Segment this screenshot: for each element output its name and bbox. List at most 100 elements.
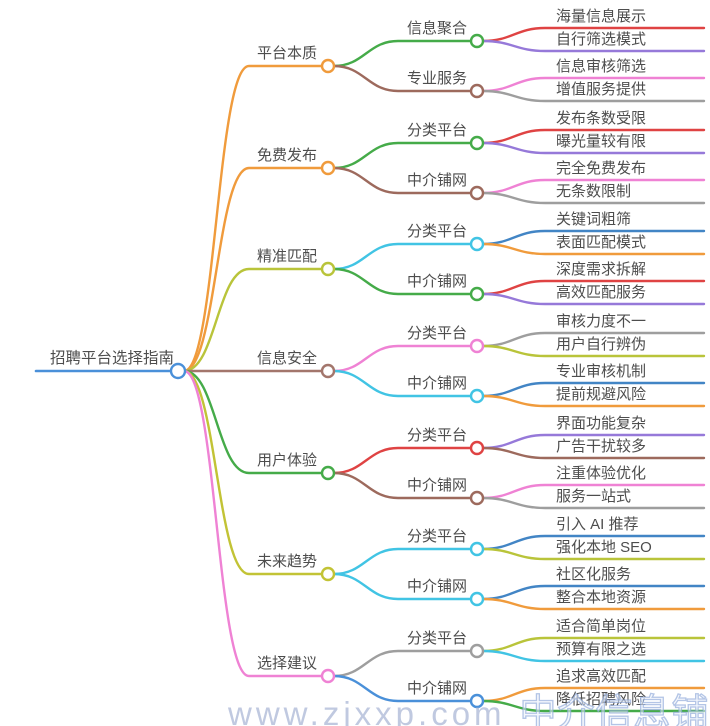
node-circle[interactable] xyxy=(320,566,336,582)
subtopic[interactable]: 分类平台 xyxy=(407,325,468,342)
subtopic[interactable]: 中介铺网 xyxy=(407,273,468,290)
leaf-topic[interactable]: 广告干扰较多 xyxy=(556,438,647,455)
leaf-topic[interactable]: 信息审核筛选 xyxy=(556,58,647,75)
subtopic[interactable]: 中介铺网 xyxy=(407,680,468,697)
leaf-topic[interactable]: 整合本地资源 xyxy=(556,589,647,606)
leaf-topic[interactable]: 用户自行辨伪 xyxy=(556,336,647,353)
connector-line xyxy=(481,39,706,53)
node-circle[interactable] xyxy=(469,286,485,302)
connector-line xyxy=(332,649,472,678)
root-topic[interactable]: 招聘平台选择指南 xyxy=(50,350,175,367)
connector-line xyxy=(332,369,472,398)
connector-line xyxy=(332,267,472,296)
node-circle[interactable] xyxy=(469,338,485,354)
node-circle[interactable] xyxy=(320,160,336,176)
node-circle[interactable] xyxy=(320,668,336,684)
leaf-topic[interactable]: 完全免费发布 xyxy=(556,160,647,177)
node-circle[interactable] xyxy=(469,33,485,49)
subtopic[interactable]: 中介铺网 xyxy=(407,375,468,392)
connector-line xyxy=(182,369,324,678)
leaf-topic[interactable]: 海量信息展示 xyxy=(556,8,647,25)
leaf-topic[interactable]: 高效匹配服务 xyxy=(556,284,647,301)
leaf-topic[interactable]: 发布条数受限 xyxy=(556,110,647,127)
connector-line xyxy=(481,649,706,663)
connector-line xyxy=(332,64,472,93)
leaf-topic[interactable]: 降低招聘风险 xyxy=(556,691,647,708)
branch-topic[interactable]: 平台本质 xyxy=(257,45,318,62)
connector-line xyxy=(481,597,706,611)
subtopic[interactable]: 分类平台 xyxy=(407,528,468,545)
node-circle[interactable] xyxy=(469,185,485,201)
connector-line xyxy=(481,242,706,256)
leaf-topic[interactable]: 深度需求拆解 xyxy=(556,261,647,278)
connector-line xyxy=(481,344,706,358)
leaf-topic[interactable]: 界面功能复杂 xyxy=(556,415,647,432)
node-circle[interactable] xyxy=(320,465,336,481)
node-circle[interactable] xyxy=(320,261,336,277)
node-circle[interactable] xyxy=(469,490,485,506)
connector-line xyxy=(332,166,472,195)
connector-line xyxy=(182,267,324,373)
branch-topic[interactable]: 精准匹配 xyxy=(257,248,318,265)
subtopic[interactable]: 中介铺网 xyxy=(407,477,468,494)
leaf-topic[interactable]: 增值服务提供 xyxy=(556,81,647,98)
leaf-topic[interactable]: 提前规避风险 xyxy=(556,386,647,403)
branch-topic[interactable]: 选择建议 xyxy=(257,655,318,672)
subtopic[interactable]: 分类平台 xyxy=(407,223,468,240)
subtopic[interactable]: 专业服务 xyxy=(407,70,468,87)
node-circle[interactable] xyxy=(169,362,187,380)
connector-line xyxy=(481,89,706,103)
connector-line xyxy=(332,572,472,601)
leaf-topic[interactable]: 社区化服务 xyxy=(556,566,632,583)
leaf-topic[interactable]: 无条数限制 xyxy=(556,183,632,200)
node-circle[interactable] xyxy=(469,83,485,99)
leaf-topic[interactable]: 关键词粗筛 xyxy=(556,211,632,228)
connector-line xyxy=(481,547,706,561)
subtopic[interactable]: 信息聚合 xyxy=(407,20,468,37)
leaf-topic[interactable]: 追求高效匹配 xyxy=(556,668,647,685)
leaf-topic[interactable]: 引入 AI 推荐 xyxy=(556,516,639,533)
leaf-topic[interactable]: 自行筛选模式 xyxy=(556,31,647,48)
connector-line xyxy=(182,166,324,373)
connector-line xyxy=(182,369,324,475)
connector-line xyxy=(481,496,706,510)
node-circle[interactable] xyxy=(469,591,485,607)
branch-topic[interactable]: 未来趋势 xyxy=(257,553,318,570)
branch-topic[interactable]: 用户体验 xyxy=(257,452,318,469)
connector-line xyxy=(481,191,706,205)
node-circle[interactable] xyxy=(469,236,485,252)
subtopic[interactable]: 分类平台 xyxy=(407,122,468,139)
connector-line xyxy=(481,292,706,306)
connector-line xyxy=(182,64,324,373)
subtopic[interactable]: 中介铺网 xyxy=(407,172,468,189)
node-circle[interactable] xyxy=(469,135,485,151)
leaf-topic[interactable]: 审核力度不一 xyxy=(556,313,647,330)
connector-line xyxy=(481,446,706,460)
leaf-topic[interactable]: 适合简单岗位 xyxy=(556,618,647,635)
leaf-topic[interactable]: 服务一站式 xyxy=(556,488,632,505)
leaf-topic[interactable]: 表面匹配模式 xyxy=(556,234,647,251)
leaf-topic[interactable]: 预算有限之选 xyxy=(556,641,647,658)
subtopic[interactable]: 分类平台 xyxy=(407,630,468,647)
node-circle[interactable] xyxy=(469,693,485,709)
branch-topic[interactable]: 免费发布 xyxy=(257,147,318,164)
node-circle[interactable] xyxy=(469,643,485,659)
subtopic[interactable]: 中介铺网 xyxy=(407,578,468,595)
connector-line xyxy=(332,471,472,500)
branch-topic[interactable]: 信息安全 xyxy=(257,350,318,367)
connector-line xyxy=(182,369,324,576)
node-circle[interactable] xyxy=(469,541,485,557)
leaf-topic[interactable]: 注重体验优化 xyxy=(556,465,647,482)
leaf-topic[interactable]: 专业审核机制 xyxy=(556,363,647,380)
subtopic[interactable]: 分类平台 xyxy=(407,427,468,444)
leaf-topic[interactable]: 强化本地 SEO xyxy=(556,539,652,556)
node-circle[interactable] xyxy=(469,440,485,456)
connector-line xyxy=(332,242,472,271)
node-circle[interactable] xyxy=(469,388,485,404)
node-circle[interactable] xyxy=(320,58,336,74)
connector-line xyxy=(332,39,472,68)
node-circle[interactable] xyxy=(320,363,336,379)
leaf-topic[interactable]: 曝光量较有限 xyxy=(556,133,647,150)
